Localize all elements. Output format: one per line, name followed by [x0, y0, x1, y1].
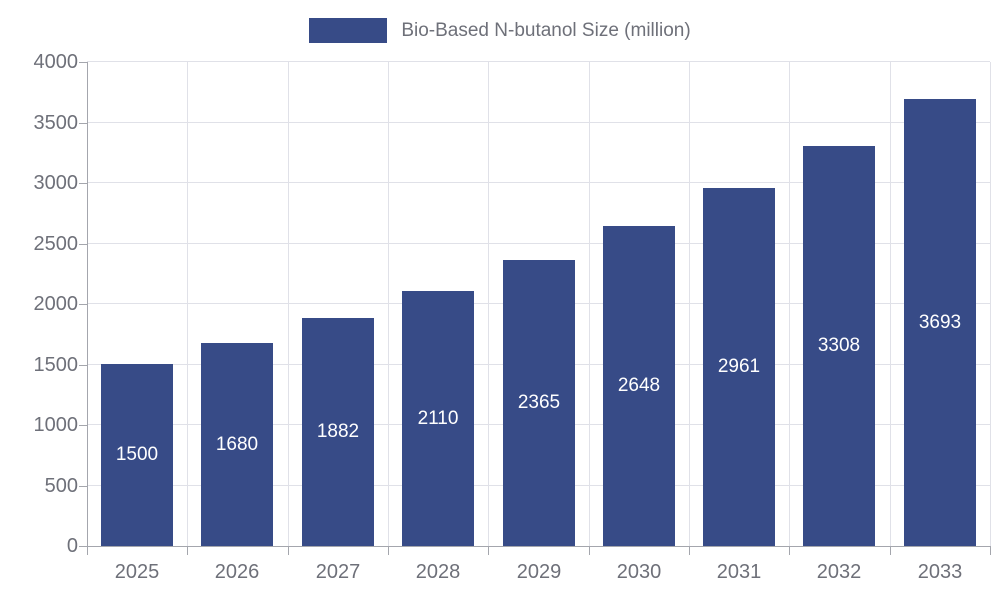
y-axis-tick [79, 244, 87, 245]
bar-2025[interactable] [101, 364, 173, 546]
bar-2033[interactable] [904, 99, 976, 546]
bar-2026[interactable] [201, 343, 273, 546]
y-axis-tick [79, 546, 87, 547]
y-axis-tick [79, 62, 87, 63]
gridline-vertical [789, 62, 790, 546]
x-axis-tick-label: 2032 [816, 561, 862, 583]
x-axis-line [87, 546, 991, 547]
gridline-vertical [689, 62, 690, 546]
y-axis-tick [79, 425, 87, 426]
x-axis-tick [789, 547, 790, 555]
y-axis-tick-label: 3000 [33, 172, 79, 194]
gridline-vertical [990, 62, 991, 546]
y-axis-tick-label: 2500 [33, 233, 79, 255]
legend[interactable]: Bio-Based N-butanol Size (million) [0, 18, 1000, 43]
x-axis-tick-label: 2025 [114, 561, 160, 583]
x-axis-tick [388, 547, 389, 555]
gridline-horizontal [87, 243, 990, 244]
gridline-vertical [589, 62, 590, 546]
gridline-horizontal [87, 182, 990, 183]
y-axis-tick-label: 4000 [33, 51, 79, 73]
bar-2031[interactable] [703, 188, 775, 546]
gridline-vertical [388, 62, 389, 546]
x-axis-tick-label: 2026 [214, 561, 260, 583]
gridline-horizontal [87, 61, 990, 62]
y-axis-tick [79, 183, 87, 184]
y-axis-tick-label: 0 [66, 535, 78, 557]
gridline-vertical [187, 62, 188, 546]
x-axis-tick-label: 2028 [415, 561, 461, 583]
x-axis-tick [890, 547, 891, 555]
gridline-vertical [288, 62, 289, 546]
y-axis-tick-label: 3500 [33, 112, 79, 134]
y-axis-tick-label: 2000 [33, 293, 79, 315]
y-axis-tick-label: 500 [44, 475, 78, 497]
y-axis-tick [79, 123, 87, 124]
x-axis-tick-label: 2029 [516, 561, 562, 583]
x-axis-tick [187, 547, 188, 555]
gridline-vertical [488, 62, 489, 546]
y-axis-tick [79, 486, 87, 487]
y-axis-line [87, 62, 88, 546]
x-axis-tick-label: 2030 [616, 561, 662, 583]
bar-2030[interactable] [603, 226, 675, 546]
x-axis-tick [990, 547, 991, 555]
y-axis-tick [79, 365, 87, 366]
x-axis-tick [87, 547, 88, 555]
x-axis-tick [689, 547, 690, 555]
x-axis-tick [589, 547, 590, 555]
x-axis-tick-label: 2027 [315, 561, 361, 583]
x-axis-tick [288, 547, 289, 555]
bar-2032[interactable] [803, 146, 875, 546]
gridline-horizontal [87, 122, 990, 123]
bar-2029[interactable] [503, 260, 575, 546]
x-axis-tick [488, 547, 489, 555]
y-axis-tick-label: 1500 [33, 354, 79, 376]
legend-marker-icon [309, 18, 388, 43]
y-axis-tick [79, 304, 87, 305]
x-axis-tick-label: 2033 [917, 561, 963, 583]
gridline-vertical [890, 62, 891, 546]
legend-label: Bio-Based N-butanol Size (million) [401, 19, 691, 41]
bar-2027[interactable] [302, 318, 374, 546]
y-axis-tick-label: 1000 [33, 414, 79, 436]
x-axis-tick-label: 2031 [716, 561, 762, 583]
bar-2028[interactable] [402, 291, 474, 546]
